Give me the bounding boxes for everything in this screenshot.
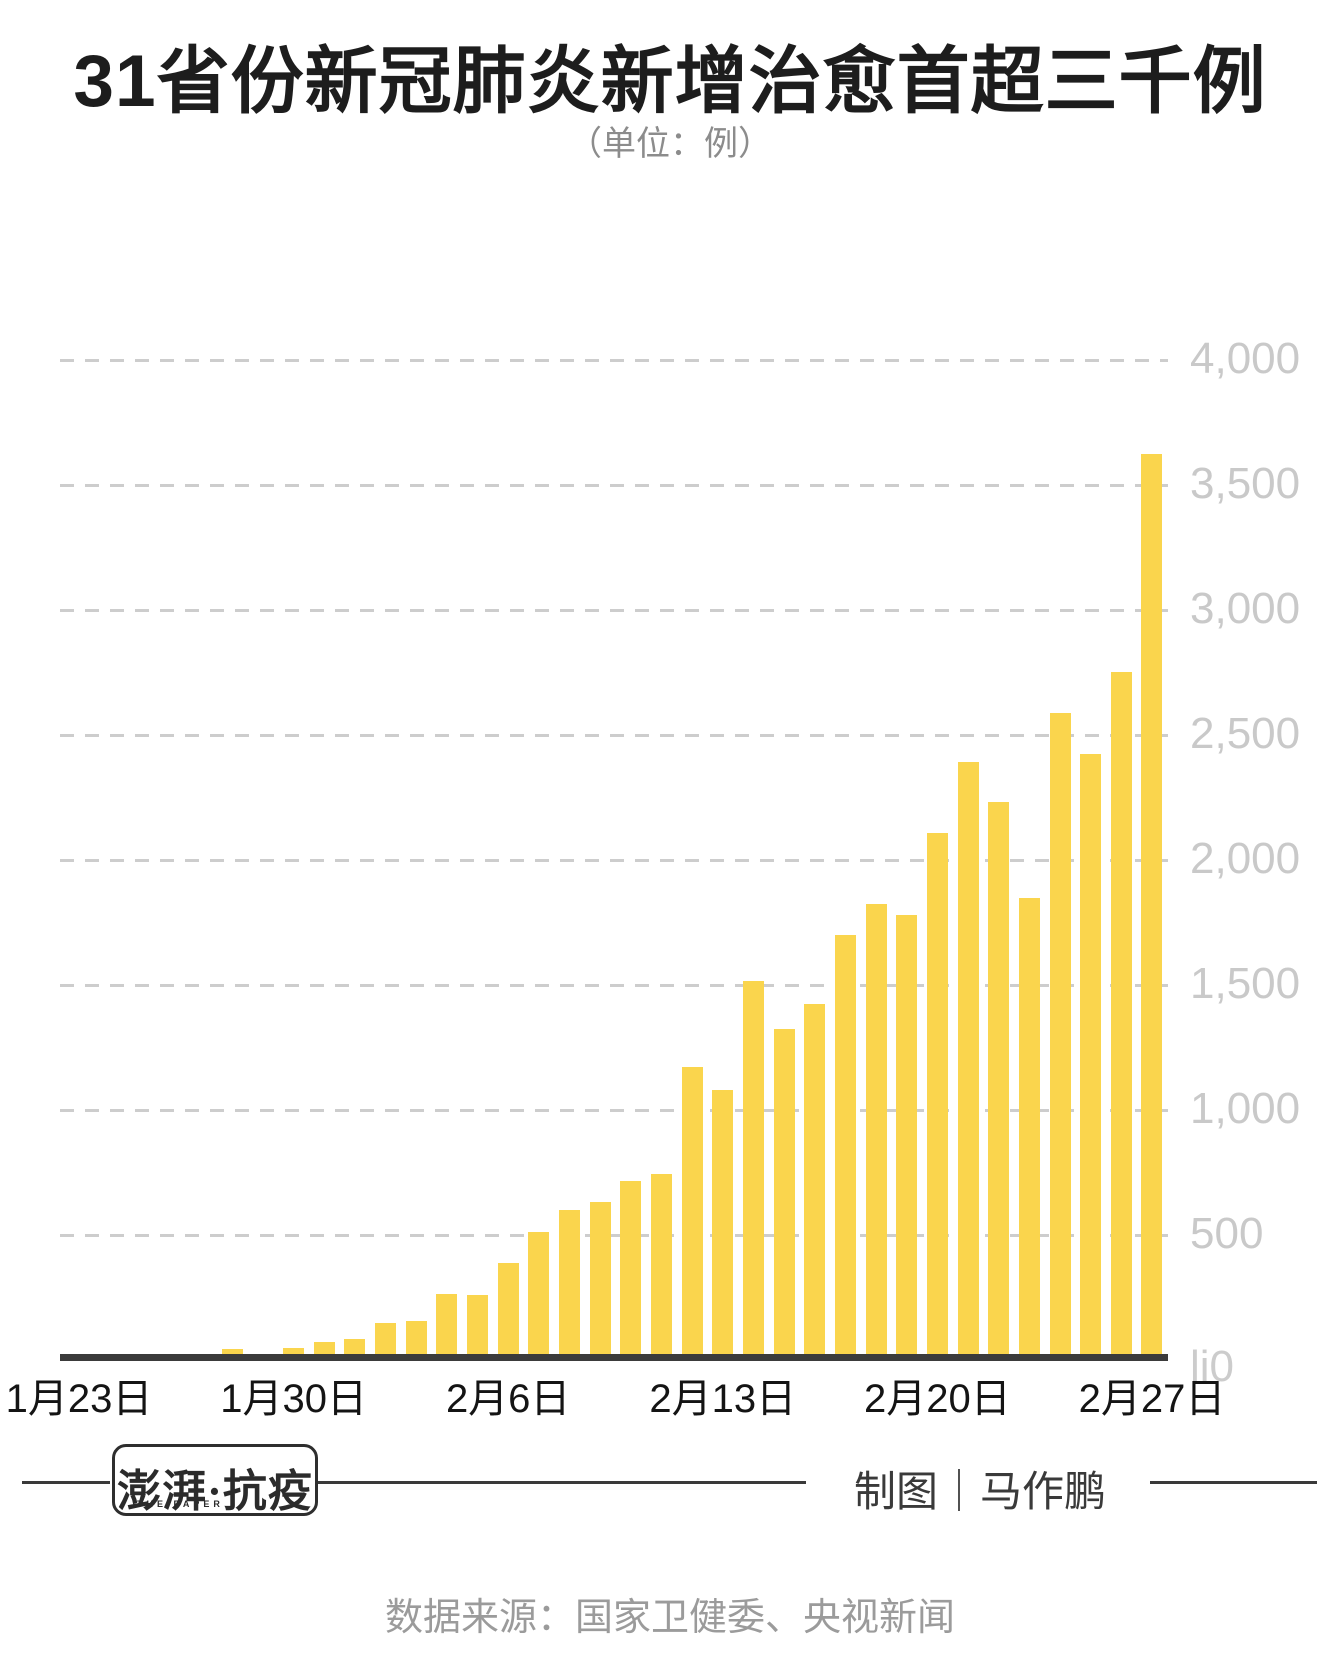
bar-2月13日: [712, 1090, 734, 1360]
chart-unit-note: （单位：例）: [568, 125, 772, 163]
bar-2月26日: [1110, 672, 1132, 1360]
y-axis-label-500: 500: [1190, 1209, 1264, 1258]
bar-2月3日: [405, 1321, 427, 1360]
gridline-3000: [60, 609, 1168, 612]
bar-2月9日: [589, 1202, 611, 1360]
bar-2月18日: [865, 904, 887, 1360]
footer-rule-right: [1150, 1481, 1317, 1484]
bar-2月21日: [957, 762, 979, 1360]
y-axis-label-3000: 3,000: [1190, 584, 1301, 633]
x-axis-label-1月30日: 1月30日: [220, 1377, 367, 1421]
bar-2月2日: [375, 1323, 397, 1360]
thepaper-logo: 澎湃·抗疫 THE PAPER: [112, 1444, 318, 1516]
y-axis-label-1500: 1,500: [1190, 959, 1301, 1008]
bar-2月5日: [467, 1295, 489, 1360]
credit-text: 制图｜马作鹏: [853, 1468, 1107, 1515]
gridline-500: [60, 1234, 1168, 1237]
bar-2月7日: [528, 1232, 550, 1360]
bar-2月4日: [436, 1294, 458, 1360]
bar-2月23日: [1018, 898, 1040, 1360]
gridline-4000: [60, 359, 1168, 362]
bar-2月27日: [1141, 454, 1163, 1360]
bar-2月12日: [681, 1067, 703, 1360]
y-axis-label-3500: 3,500: [1190, 459, 1301, 508]
y-axis-label-1000: 1,000: [1190, 1084, 1301, 1133]
x-axis-label-2月27日: 2月27日: [1078, 1377, 1226, 1421]
baseline-zero-label: li0: [1190, 1342, 1235, 1391]
x-axis-line: [60, 1354, 1168, 1361]
bar-2月22日: [988, 802, 1010, 1360]
bar-2月25日: [1080, 754, 1102, 1360]
y-axis-label-2500: 2,500: [1190, 709, 1301, 758]
x-axis-label-2月13日: 2月13日: [649, 1377, 797, 1421]
bar-2月11日: [650, 1174, 672, 1360]
bar-2月15日: [773, 1029, 795, 1360]
bar-2月19日: [896, 915, 918, 1360]
bar-2月16日: [804, 1004, 826, 1360]
thepaper-logo-text: 澎湃·抗疫: [117, 1467, 313, 1516]
thepaper-logo-subtext: THE PAPER: [137, 1499, 224, 1509]
bar-2月17日: [834, 935, 856, 1360]
bar-2月6日: [497, 1263, 519, 1360]
chart-title: 31省份新冠肺炎新增治愈首超三千例: [73, 41, 1267, 122]
bar-2月8日: [559, 1210, 580, 1360]
x-axis-label-2月6日: 2月6日: [445, 1377, 571, 1421]
bar-2月24日: [1049, 713, 1071, 1360]
bar-2月20日: [926, 833, 948, 1360]
y-axis-label-4000: 4,000: [1190, 334, 1301, 383]
gridline-3500: [60, 484, 1168, 487]
gridline-2500: [60, 734, 1168, 737]
footer-rule-left: [22, 1481, 110, 1484]
footer-rule-middle: [318, 1481, 806, 1484]
x-axis-label-1月23日: 1月23日: [5, 1377, 153, 1421]
gridline-1000: [60, 1109, 1168, 1112]
data-source-text: 数据来源：国家卫健委、央视新闻: [384, 1597, 955, 1639]
x-axis-label-2月20日: 2月20日: [864, 1377, 1011, 1421]
y-axis-label-2000: 2,000: [1190, 834, 1301, 883]
gridline-1500: [60, 984, 1168, 987]
gridline-2000: [60, 859, 1168, 862]
bar-2月14日: [742, 981, 764, 1360]
bar-2月10日: [620, 1181, 642, 1360]
